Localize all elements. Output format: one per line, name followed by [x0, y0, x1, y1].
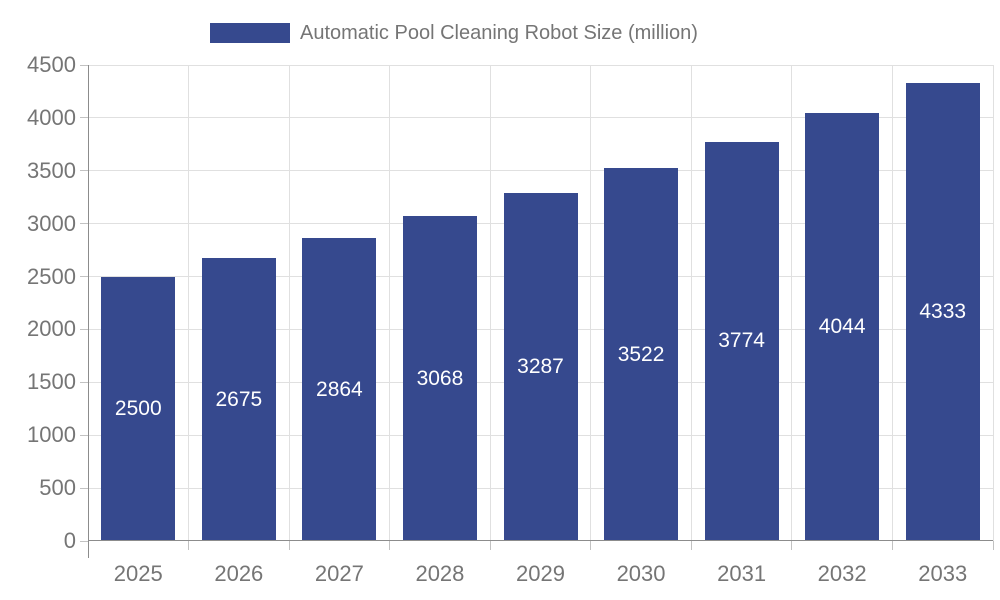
legend-swatch-icon: [210, 23, 290, 43]
x-tick-mark: [590, 541, 592, 550]
x-tick-mark: [690, 541, 692, 550]
y-tick-label: 2500: [27, 263, 76, 289]
y-tick-mark: [80, 276, 88, 278]
x-tick-mark: [891, 541, 893, 550]
gridline-vertical: [791, 65, 793, 541]
bar-value-label: 2864: [316, 377, 363, 401]
y-tick-label: 500: [39, 475, 76, 501]
bar-2032: 4044: [805, 113, 880, 541]
x-tick-label: 2026: [214, 561, 264, 586]
x-tick-mark: [389, 541, 391, 550]
bar-value-label: 3522: [617, 342, 665, 366]
y-tick-label: 1500: [27, 369, 76, 395]
gridline-horizontal: [88, 64, 993, 66]
bar-2029: 3287: [503, 193, 578, 541]
bar-value-label: 4333: [919, 299, 967, 323]
y-tick-label: 0: [63, 528, 76, 553]
bar-value-label: 4044: [818, 315, 866, 339]
bar-2030: 3522: [604, 168, 679, 541]
y-tick-mark: [80, 170, 88, 172]
y-tick-mark: [80, 540, 88, 542]
gridline-horizontal: [88, 117, 993, 119]
y-tick-mark: [80, 328, 88, 330]
gridline-vertical: [288, 65, 290, 541]
y-tick-mark: [80, 64, 88, 66]
x-tick-mark: [188, 541, 190, 550]
bar-value-label: 3287: [517, 355, 564, 379]
bar-value-label: 3774: [718, 329, 765, 353]
x-axis-line: [88, 540, 993, 541]
y-tick-mark: [80, 487, 88, 489]
y-tick-label: 2000: [27, 316, 76, 342]
bar-2026: 2675: [201, 258, 276, 541]
y-tick-mark: [80, 434, 88, 436]
gridline-vertical: [891, 65, 893, 541]
y-tick-label: 3500: [27, 157, 76, 183]
x-tick-label: 2029: [516, 561, 565, 586]
bar-2031: 3774: [704, 141, 779, 541]
y-axis-line: [88, 65, 89, 558]
x-tick-label: 2028: [415, 561, 465, 586]
bar-value-label: 2500: [114, 396, 162, 420]
legend[interactable]: Automatic Pool Cleaning Robot Size (mill…: [210, 22, 698, 44]
y-tick-mark: [80, 381, 88, 383]
gridline-horizontal: [88, 170, 993, 172]
y-tick-mark: [80, 117, 88, 119]
bar-2027: 2864: [302, 238, 377, 541]
gridline-vertical: [489, 65, 491, 541]
bar-value-label: 2675: [215, 387, 263, 411]
y-tick-mark: [80, 223, 88, 225]
gridline-vertical: [690, 65, 692, 541]
y-tick-label: 1000: [27, 422, 76, 448]
bar-2033: 4333: [905, 82, 980, 541]
x-tick-label: 2027: [314, 561, 364, 586]
plot-area: 2500 2675 2864 3068 3287 3522 3774 4044 4333: [88, 64, 994, 558]
x-tick-mark: [288, 541, 290, 550]
y-tick-label: 4500: [27, 52, 76, 77]
gridline-vertical: [590, 65, 592, 541]
x-tick-mark: [791, 541, 793, 550]
x-tick-mark: [489, 541, 491, 550]
x-tick-label: 2031: [717, 561, 767, 586]
y-tick-label: 4000: [27, 104, 76, 130]
x-tick-mark: [992, 541, 994, 550]
gridline-vertical: [188, 65, 190, 541]
y-tick-label: 3000: [27, 210, 76, 236]
x-tick-label: 2025: [113, 561, 163, 586]
gridline-vertical: [389, 65, 391, 541]
x-tick-label: 2032: [817, 561, 867, 586]
gridline-vertical: [992, 65, 994, 541]
bar-value-label: 3068: [416, 366, 464, 390]
bar-2028: 3068: [402, 216, 477, 541]
x-tick-label: 2030: [616, 561, 666, 586]
x-tick-label: 2033: [918, 561, 968, 586]
bar-2025: 2500: [101, 276, 176, 541]
legend-label: Automatic Pool Cleaning Robot Size (mill…: [300, 22, 698, 44]
